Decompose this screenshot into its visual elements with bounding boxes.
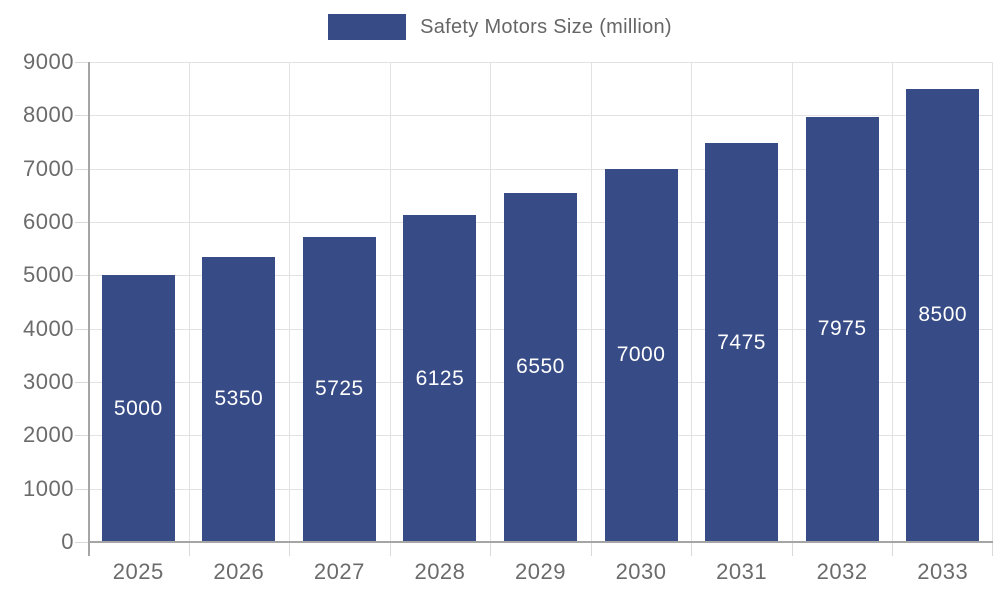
v-gridline	[791, 62, 793, 542]
y-axis-line	[88, 62, 90, 556]
x-axis-tick-label: 2030	[615, 559, 667, 584]
y-tick-mark	[75, 435, 88, 437]
y-tick-mark	[75, 542, 88, 543]
x-axis-tick-label: 2025	[112, 559, 164, 584]
bar-value-label: 7000	[616, 343, 666, 367]
x-tick-mark	[691, 542, 693, 556]
v-gridline	[590, 62, 592, 542]
y-axis-tick-label: 8000	[23, 102, 74, 128]
bar[interactable]: 7000	[604, 168, 678, 542]
y-tick-mark	[75, 328, 88, 330]
h-gridline	[88, 168, 993, 170]
plot-area: 0 1000 2000 3000 4000 5000 6000 7000 8000 9000 202…	[23, 49, 993, 584]
y-tick-mark	[75, 488, 88, 490]
h-gridline	[88, 62, 993, 63]
bar[interactable]: 8500	[906, 88, 980, 542]
x-tick-mark	[590, 542, 592, 556]
bar[interactable]: 5000	[101, 275, 175, 542]
x-tick-mark	[791, 542, 793, 556]
bar[interactable]: 6125	[403, 215, 477, 542]
y-axis-tick-label: 6000	[23, 209, 74, 234]
bar[interactable]: 5725	[302, 236, 376, 542]
x-axis-tick-label: 2028	[414, 559, 466, 584]
v-gridline	[289, 62, 291, 542]
x-tick-mark	[992, 542, 993, 556]
bar[interactable]: 7475	[705, 143, 779, 542]
bar-value-label: 7475	[717, 330, 766, 354]
v-gridline	[992, 62, 993, 542]
y-tick-mark	[75, 382, 88, 383]
y-axis-tick-label: 7000	[23, 155, 74, 181]
h-gridline	[88, 115, 993, 117]
bar-value-label: 5725	[315, 377, 364, 401]
y-axis-tick-label: 9000	[23, 49, 74, 74]
x-axis-tick-label: 2031	[716, 559, 768, 584]
x-tick-mark	[188, 542, 190, 556]
x-axis-tick-label: 2027	[313, 559, 365, 584]
v-gridline	[389, 62, 391, 542]
x-tick-mark	[892, 542, 894, 556]
bar-value-label: 5000	[113, 396, 163, 420]
bar-value-label: 5350	[214, 387, 264, 411]
x-axis-tick-label: 2026	[213, 559, 265, 584]
v-gridline	[490, 62, 492, 542]
y-axis-tick-label: 1000	[23, 475, 74, 501]
y-axis-tick-label: 5000	[23, 262, 74, 288]
y-tick-mark	[75, 168, 88, 170]
y-axis-tick-label: 4000	[23, 315, 74, 341]
x-tick-mark	[289, 542, 291, 556]
bar-value-label: 6550	[516, 355, 565, 379]
x-tick-mark	[490, 542, 492, 556]
legend-swatch-icon	[328, 14, 407, 40]
y-tick-mark	[75, 222, 88, 223]
y-tick-mark	[75, 275, 88, 277]
v-gridline	[188, 62, 190, 542]
x-tick-mark	[389, 542, 391, 556]
v-gridline	[892, 62, 894, 542]
legend-label: Safety Motors Size (million)	[420, 15, 672, 38]
y-tick-mark	[75, 62, 88, 63]
x-axis-tick-label: 2032	[816, 559, 868, 584]
y-axis-tick-label: 0	[61, 529, 74, 554]
v-gridline	[691, 62, 693, 542]
y-axis-tick-label: 3000	[23, 369, 74, 394]
bar-value-label: 8500	[918, 303, 968, 327]
x-axis-line	[88, 541, 993, 543]
legend[interactable]: Safety Motors Size (million)	[0, 14, 1000, 40]
bar[interactable]: 7975	[805, 116, 879, 542]
y-tick-mark	[75, 115, 88, 117]
x-axis-tick-label: 2029	[515, 559, 566, 584]
bar-value-label: 7975	[817, 317, 867, 341]
bar[interactable]: 5350	[202, 256, 276, 542]
y-axis-tick-label: 2000	[23, 422, 74, 448]
x-axis-tick-label: 2033	[917, 559, 969, 584]
bar-value-label: 6125	[415, 366, 465, 390]
bar[interactable]: 6550	[504, 192, 577, 542]
